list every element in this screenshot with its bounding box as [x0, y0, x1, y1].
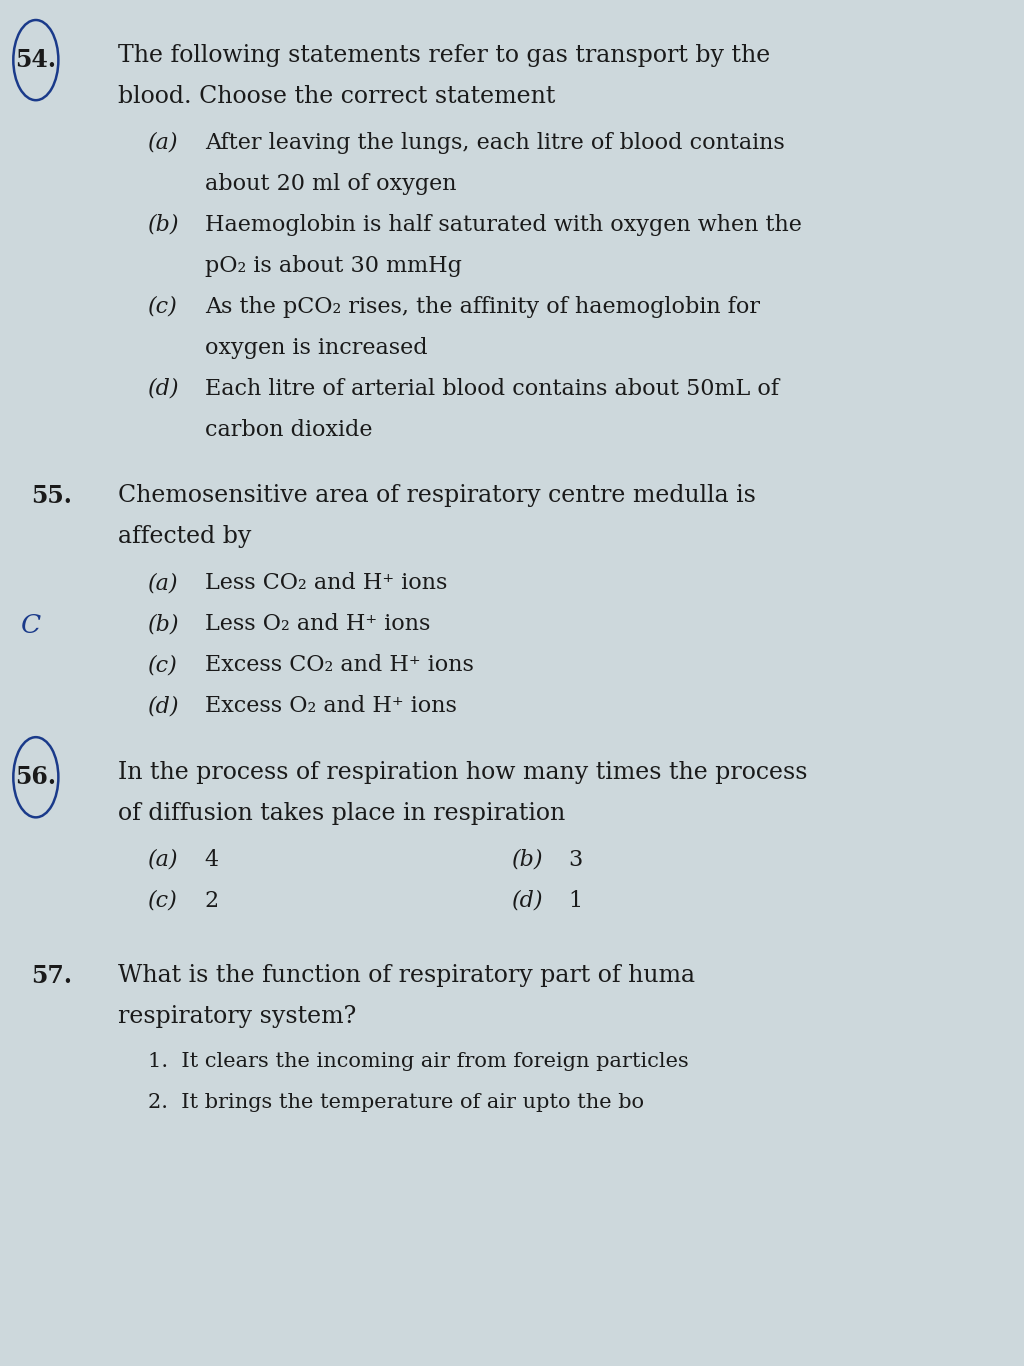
Text: (d): (d)	[512, 891, 544, 912]
Text: Less CO₂ and H⁺ ions: Less CO₂ and H⁺ ions	[205, 572, 447, 594]
Text: 1.  It clears the incoming air from foreign particles: 1. It clears the incoming air from forei…	[148, 1052, 689, 1071]
Text: Each litre of arterial blood contains about 50mL of: Each litre of arterial blood contains ab…	[205, 378, 779, 400]
Text: 2: 2	[205, 891, 219, 912]
Text: carbon dioxide: carbon dioxide	[205, 419, 373, 441]
Text: The following statements refer to gas transport by the: The following statements refer to gas tr…	[118, 44, 770, 67]
Text: about 20 ml of oxygen: about 20 ml of oxygen	[205, 172, 457, 195]
Text: 54.: 54.	[15, 48, 56, 72]
Text: respiratory system?: respiratory system?	[118, 1005, 356, 1027]
Text: (a): (a)	[148, 131, 179, 154]
Text: C: C	[20, 613, 41, 638]
Text: (b): (b)	[148, 214, 180, 236]
Text: What is the function of respiratory part of huma: What is the function of respiratory part…	[118, 964, 694, 986]
Text: (c): (c)	[148, 296, 178, 318]
Text: 57.: 57.	[31, 964, 72, 988]
Text: blood. Choose the correct statement: blood. Choose the correct statement	[118, 85, 555, 108]
Text: 56.: 56.	[15, 765, 56, 790]
Text: oxygen is increased: oxygen is increased	[205, 337, 427, 359]
Text: of diffusion takes place in respiration: of diffusion takes place in respiration	[118, 802, 565, 825]
Text: 4: 4	[205, 850, 219, 872]
Text: As the pCO₂ rises, the affinity of haemoglobin for: As the pCO₂ rises, the affinity of haemo…	[205, 296, 760, 318]
Text: 55.: 55.	[31, 485, 72, 508]
Text: (b): (b)	[148, 613, 180, 635]
Text: (d): (d)	[148, 695, 180, 717]
Text: pO₂ is about 30 mmHg: pO₂ is about 30 mmHg	[205, 255, 462, 277]
Text: 3: 3	[568, 850, 583, 872]
Text: Chemosensitive area of respiratory centre medulla is: Chemosensitive area of respiratory centr…	[118, 485, 756, 507]
Text: (d): (d)	[148, 378, 180, 400]
Text: Less O₂ and H⁺ ions: Less O₂ and H⁺ ions	[205, 613, 430, 635]
Text: (b): (b)	[512, 850, 544, 872]
Text: 2.  It brings the temperature of air upto the bo: 2. It brings the temperature of air upto…	[148, 1093, 644, 1112]
Text: (a): (a)	[148, 572, 179, 594]
Text: affected by: affected by	[118, 526, 251, 548]
Text: Haemoglobin is half saturated with oxygen when the: Haemoglobin is half saturated with oxyge…	[205, 214, 802, 236]
Text: Excess O₂ and H⁺ ions: Excess O₂ and H⁺ ions	[205, 695, 457, 717]
Text: (c): (c)	[148, 654, 178, 676]
Text: 1: 1	[568, 891, 583, 912]
Text: Excess CO₂ and H⁺ ions: Excess CO₂ and H⁺ ions	[205, 654, 474, 676]
Text: In the process of respiration how many times the process: In the process of respiration how many t…	[118, 761, 807, 784]
Text: (a): (a)	[148, 850, 179, 872]
Text: (c): (c)	[148, 891, 178, 912]
Text: After leaving the lungs, each litre of blood contains: After leaving the lungs, each litre of b…	[205, 131, 784, 154]
